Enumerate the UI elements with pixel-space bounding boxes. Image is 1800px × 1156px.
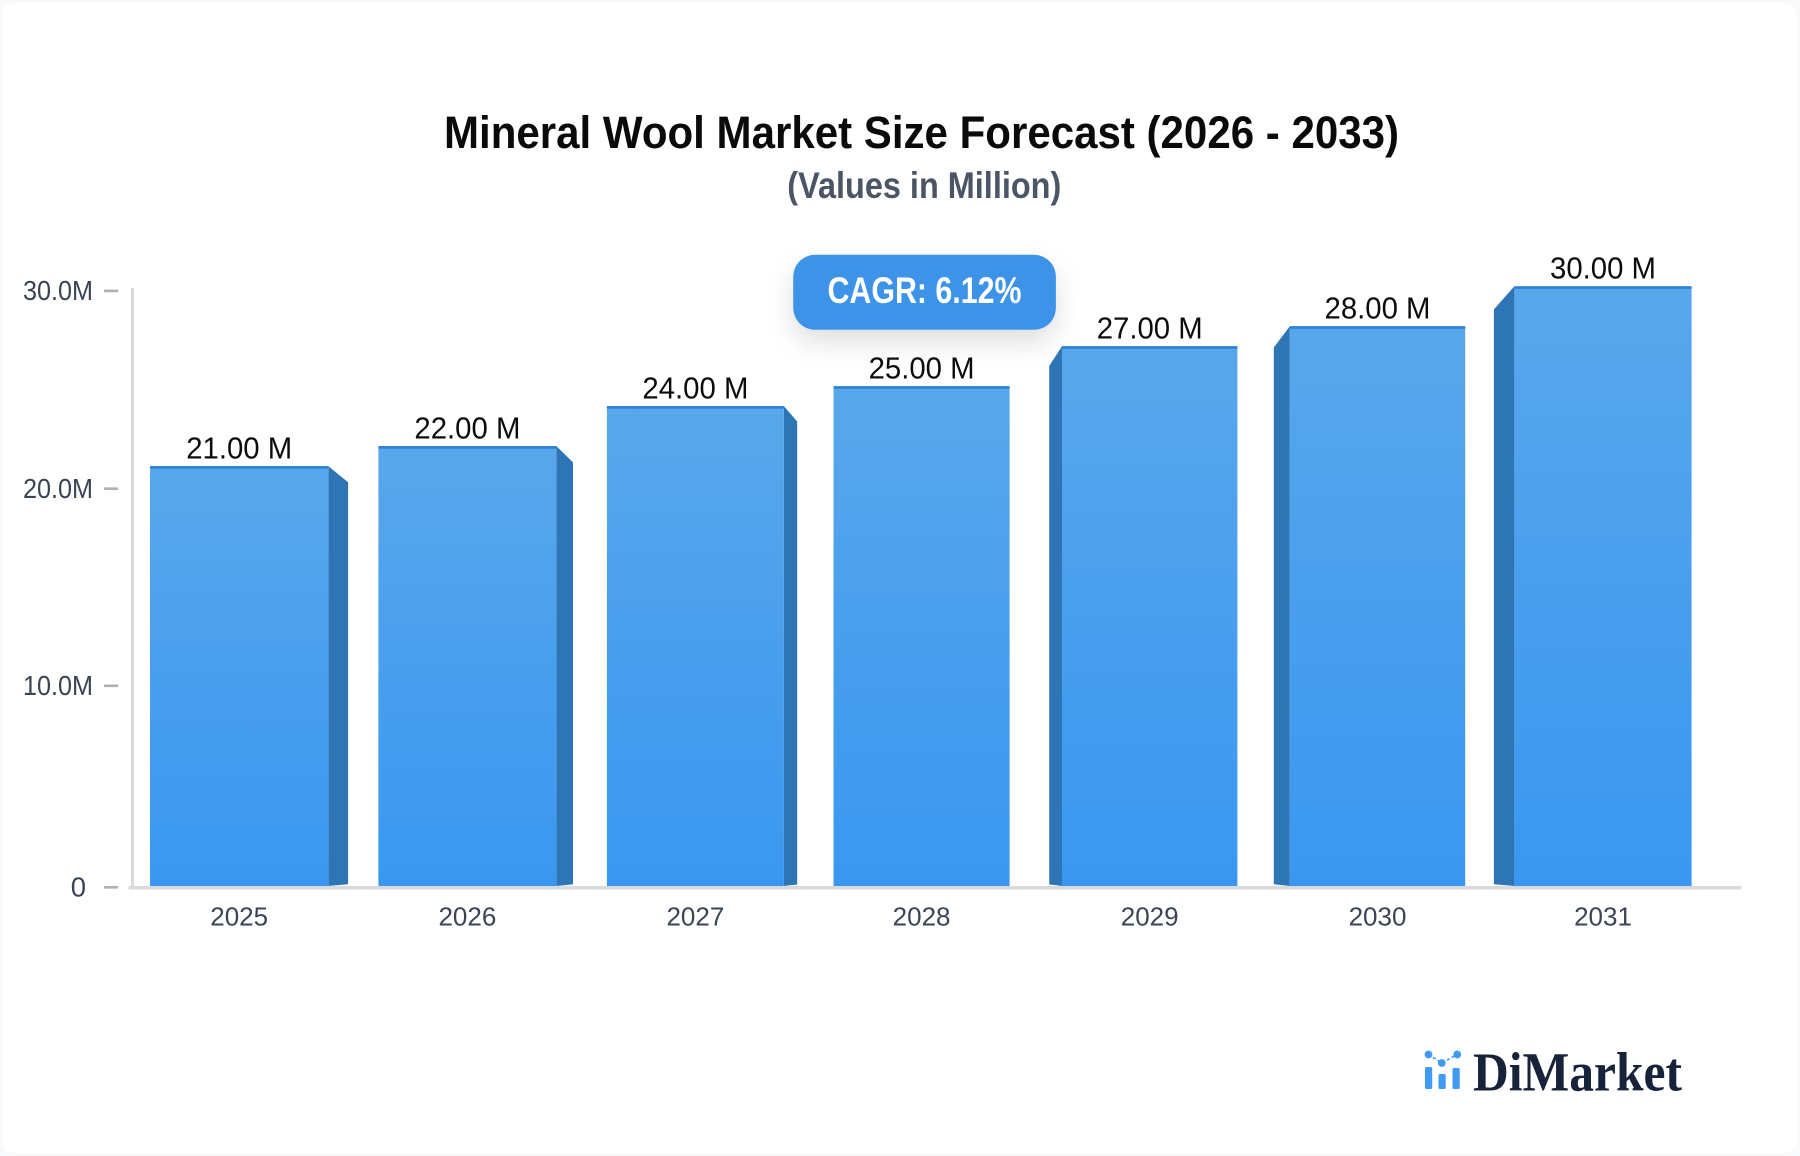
svg-text:24.00 M: 24.00 M xyxy=(642,372,748,406)
svg-text:Mineral Wool Market Size Forec: Mineral Wool Market Size Forecast (2026 … xyxy=(444,107,1399,158)
svg-text:10.0M: 10.0M xyxy=(23,670,93,701)
svg-text:2025: 2025 xyxy=(210,902,268,932)
svg-text:25.00 M: 25.00 M xyxy=(869,352,975,386)
svg-text:2029: 2029 xyxy=(1121,902,1179,932)
svg-text:22.00 M: 22.00 M xyxy=(414,412,520,446)
svg-text:2031: 2031 xyxy=(1574,902,1632,932)
svg-text:27.00 M: 27.00 M xyxy=(1097,312,1203,346)
svg-text:28.00 M: 28.00 M xyxy=(1325,292,1431,326)
svg-text:30.00 M: 30.00 M xyxy=(1550,252,1656,286)
svg-text:2026: 2026 xyxy=(438,902,496,932)
svg-text:DiMarket: DiMarket xyxy=(1473,1042,1683,1103)
svg-text:2027: 2027 xyxy=(666,902,724,932)
svg-text:(Values in Million): (Values in Million) xyxy=(787,165,1061,206)
svg-text:CAGR: 6.12%: CAGR: 6.12% xyxy=(828,270,1022,311)
svg-text:2030: 2030 xyxy=(1349,902,1407,932)
svg-text:30.0M: 30.0M xyxy=(23,275,93,306)
svg-text:0: 0 xyxy=(71,872,86,903)
svg-text:21.00 M: 21.00 M xyxy=(186,432,292,466)
svg-text:2028: 2028 xyxy=(893,902,951,932)
svg-text:20.0M: 20.0M xyxy=(23,473,93,504)
